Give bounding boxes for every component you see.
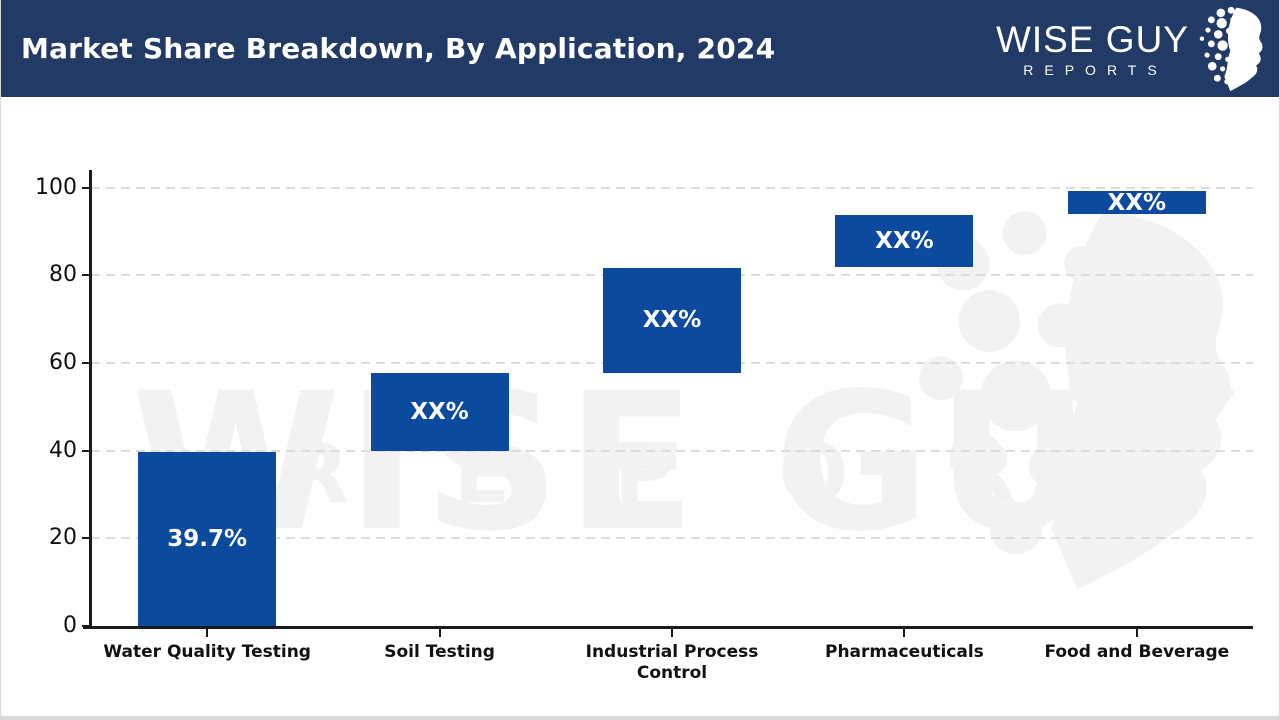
bar-segment: XX%: [835, 214, 974, 268]
logo-wordmark: WISE GUY: [995, 18, 1189, 60]
x-tick-label: Pharmaceuticals: [825, 642, 984, 662]
y-tick-label: 0: [63, 613, 77, 638]
y-tick-label: 20: [49, 525, 77, 551]
y-axis-spine: [89, 170, 92, 629]
y-tick-label: 80: [49, 262, 77, 288]
y-tick-mark: [82, 449, 91, 452]
bar-segment: 39.7%: [138, 451, 277, 626]
x-tick-mark: [438, 628, 441, 637]
logo-subtext: REPORTS: [1023, 61, 1168, 78]
x-tick-mark: [1135, 628, 1138, 637]
x-tick-mark: [903, 628, 906, 637]
bar-segment: XX%: [1067, 189, 1206, 216]
bar-value-label: XX%: [642, 307, 702, 334]
x-tick-label: Water Quality Testing: [103, 642, 311, 662]
x-axis-spine: [83, 626, 1253, 629]
x-tick-mark: [206, 628, 209, 637]
y-tick-label: 60: [49, 349, 77, 375]
bar-value-label: XX%: [875, 228, 934, 255]
bar-value-label: XX%: [410, 398, 469, 425]
wise-guy-reports-logo: WISE GUY REPORTS: [996, 5, 1279, 93]
x-tick-label: Industrial Process Control: [585, 642, 759, 684]
y-tick-mark: [82, 537, 91, 540]
bar-value-label: 39.7%: [167, 525, 248, 552]
y-tick-mark: [82, 361, 91, 364]
y-tick-label: 40: [49, 437, 77, 463]
x-tick-mark: [671, 628, 673, 637]
y-tick-mark: [82, 274, 91, 277]
bar-value-label: XX%: [1107, 189, 1167, 216]
y-tick-mark: [82, 186, 91, 189]
gridline: [91, 449, 1253, 452]
x-tick-label: Food and Beverage: [1044, 642, 1230, 662]
x-tick-label: Soil Testing: [384, 642, 495, 662]
waterfall-chart: 0 20 40 60 80 100 39.7% Water Quality Testing XX…: [1, 97, 1279, 717]
gridline: [91, 537, 1253, 540]
footer-divider: [1, 716, 1279, 720]
y-tick-label: 100: [35, 174, 77, 200]
page-title: Market Share Breakdown, By Application, …: [21, 32, 776, 65]
bar-segment: XX%: [370, 372, 509, 451]
dotted-head-icon: [1199, 6, 1263, 91]
logo-text: WISE GUY REPORTS: [996, 21, 1189, 77]
bar-segment: XX%: [603, 268, 741, 373]
gridline: [91, 186, 1253, 189]
header-band: Market Share Breakdown, By Application, …: [1, 0, 1279, 97]
